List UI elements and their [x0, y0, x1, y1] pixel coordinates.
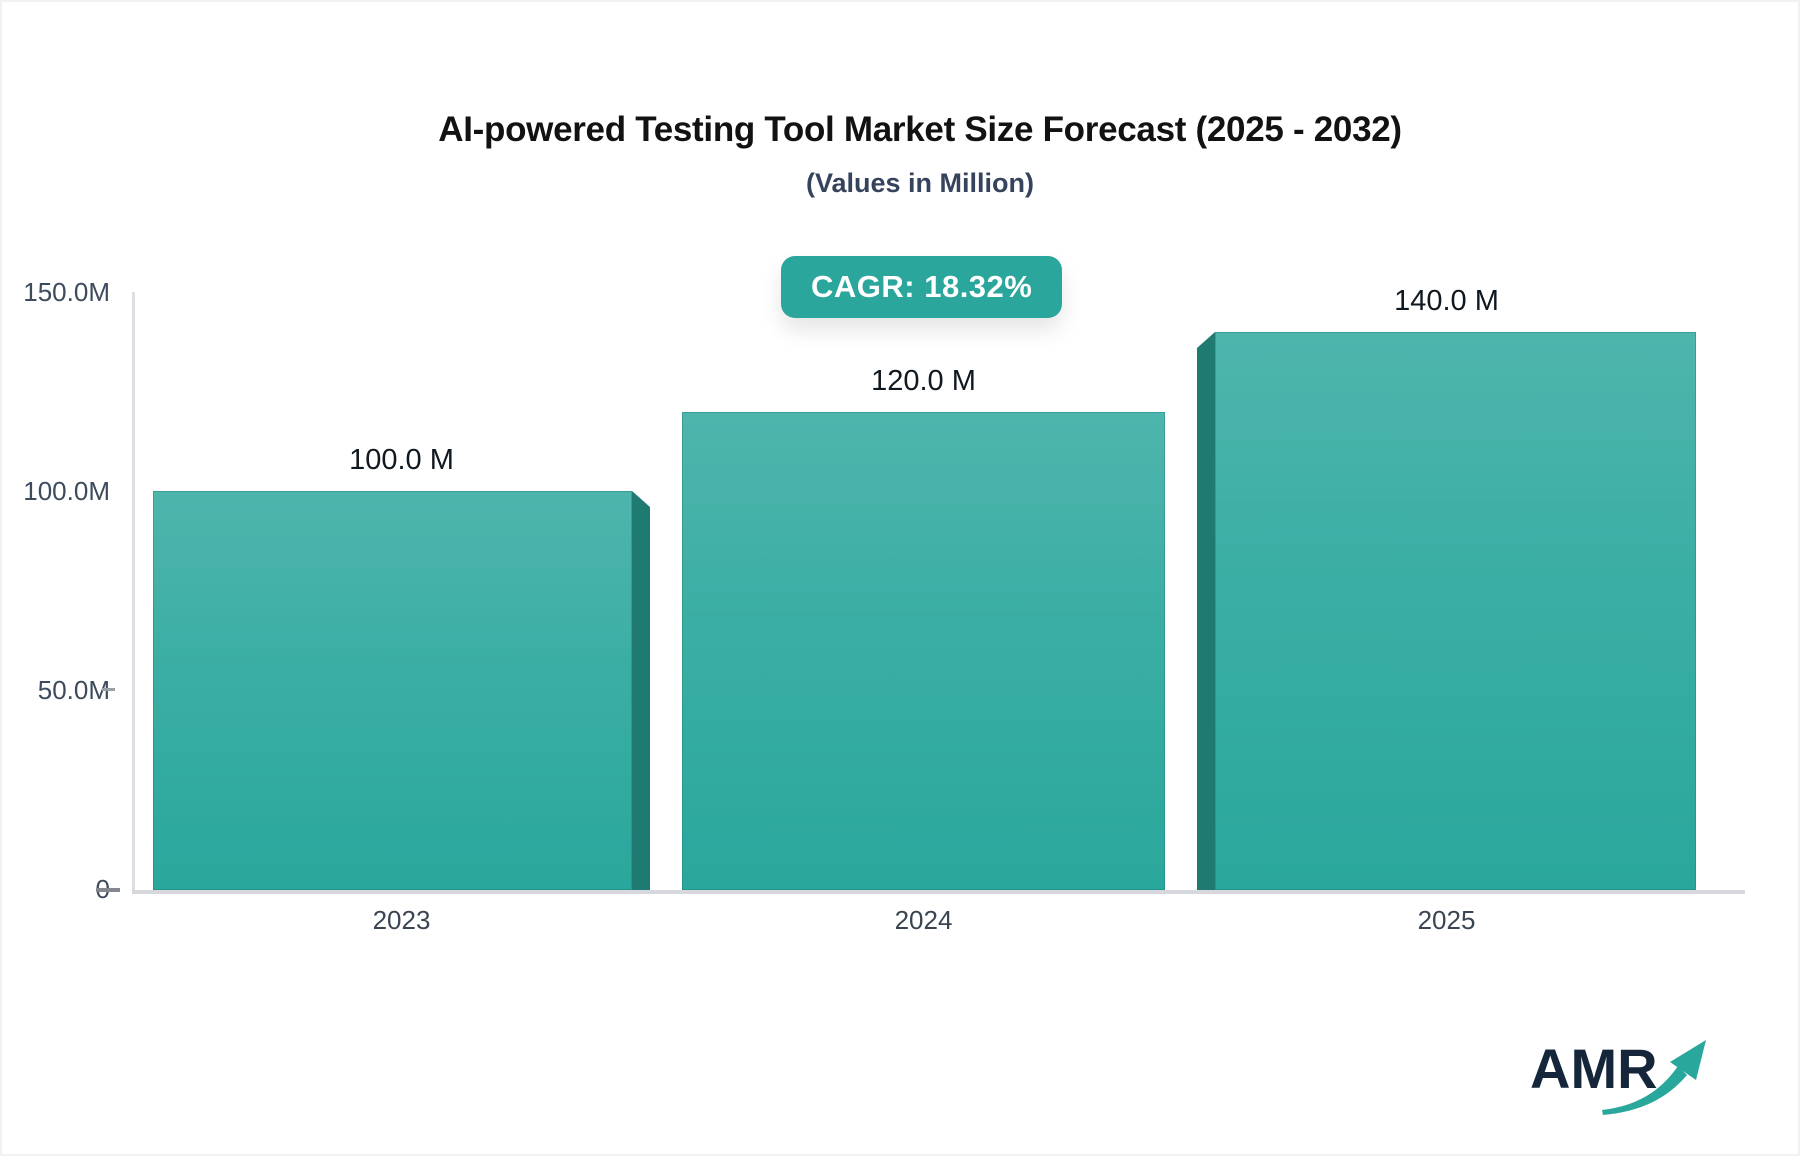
x-tick-label-2025: 2025: [1417, 905, 1476, 935]
bar-2024: 120.0 M: [682, 252, 1165, 890]
bar-face: [153, 491, 632, 890]
y-axis-line: [132, 292, 135, 894]
y-tick-label-50: 50.0M: [37, 675, 110, 705]
x-axis-line: [132, 890, 1745, 894]
x-tick-label-2023: 2023: [372, 905, 431, 935]
bar-2025: 140.0 M: [1197, 252, 1696, 890]
y-tick-label-150: 150.0M: [23, 277, 110, 307]
amr-logo: AMR: [1530, 1036, 1730, 1121]
bar-value-label: 140.0 M: [1394, 285, 1499, 317]
bar-side-shadow: [632, 491, 650, 890]
bar-value-label: 100.0 M: [349, 444, 454, 476]
y-tick-label-100: 100.0M: [23, 476, 110, 506]
chart-title: AI-powered Testing Tool Market Size Fore…: [438, 110, 1402, 149]
x-tick-label-2024: 2024: [894, 905, 953, 935]
amr-logo-text: AMR: [1530, 1037, 1658, 1100]
chart-subtitle: (Values in Million): [805, 168, 1035, 198]
cagr-badge: CAGR: 18.32%: [781, 256, 1063, 318]
y-tick-mark-50: [102, 688, 115, 691]
bar-face: [682, 412, 1165, 890]
y-tick-mark-0: [96, 888, 120, 892]
bar-side-shadow: [1197, 332, 1215, 890]
bar-face: [1215, 332, 1696, 890]
growth-arrow-icon: [1602, 1040, 1706, 1115]
bar-2023: 100.0 M: [153, 252, 650, 890]
bar-value-label: 120.0 M: [871, 365, 976, 397]
